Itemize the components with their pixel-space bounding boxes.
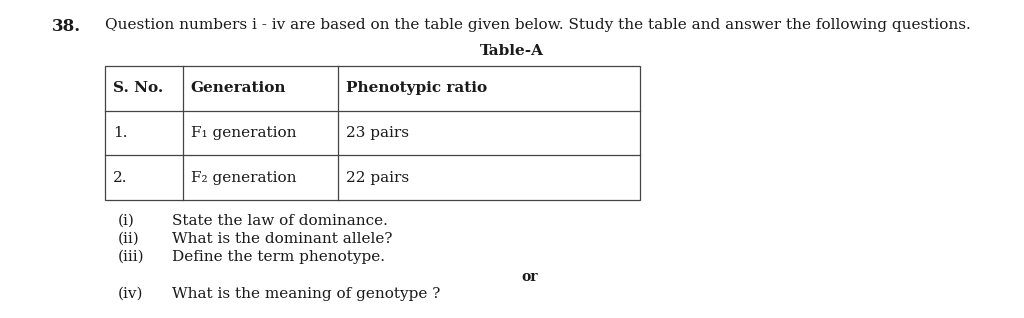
Text: (ii): (ii) bbox=[118, 232, 139, 246]
Text: Phenotypic ratio: Phenotypic ratio bbox=[346, 81, 486, 95]
Text: 23 pairs: 23 pairs bbox=[346, 126, 409, 140]
Bar bbox=[105, 66, 640, 200]
Text: What is the meaning of genotype ?: What is the meaning of genotype ? bbox=[172, 287, 440, 301]
Text: (i): (i) bbox=[118, 214, 135, 228]
Text: 1.: 1. bbox=[113, 126, 128, 140]
Text: State the law of dominance.: State the law of dominance. bbox=[172, 214, 388, 228]
Text: or: or bbox=[522, 270, 539, 284]
Text: Table-A: Table-A bbox=[480, 44, 544, 58]
Text: (iii): (iii) bbox=[118, 250, 144, 264]
Text: 2.: 2. bbox=[113, 171, 128, 185]
Text: (iv): (iv) bbox=[118, 287, 143, 301]
Text: F₁ generation: F₁ generation bbox=[190, 126, 296, 140]
Text: Question numbers i - iv are based on the table given below. Study the table and : Question numbers i - iv are based on the… bbox=[105, 18, 971, 32]
Text: F₂ generation: F₂ generation bbox=[190, 171, 296, 185]
Text: Define the term phenotype.: Define the term phenotype. bbox=[172, 250, 385, 264]
Text: 38.: 38. bbox=[52, 18, 81, 35]
Text: S. No.: S. No. bbox=[113, 81, 163, 95]
Text: 22 pairs: 22 pairs bbox=[346, 171, 409, 185]
Text: What is the dominant allele?: What is the dominant allele? bbox=[172, 232, 392, 246]
Text: Generation: Generation bbox=[190, 81, 286, 95]
